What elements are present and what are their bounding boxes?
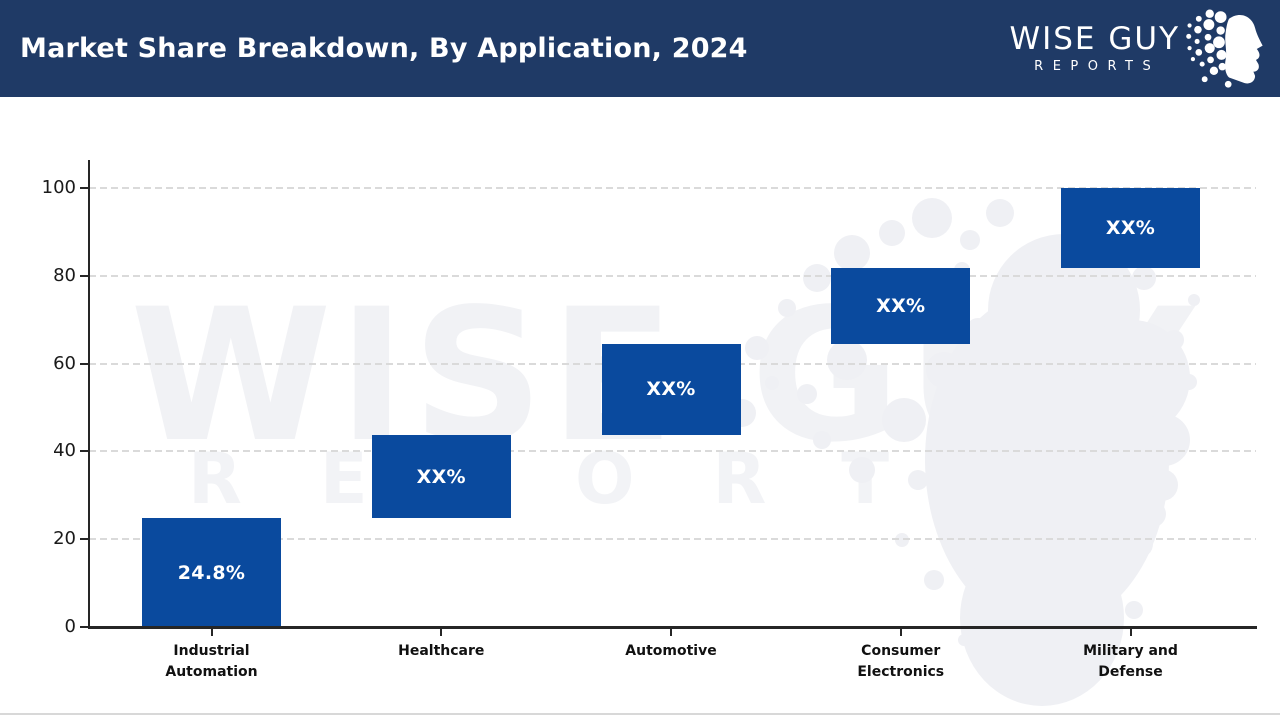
x-tick-mark — [899, 629, 902, 636]
x-tick-mark — [440, 629, 443, 636]
bar-segment: XX% — [831, 267, 971, 344]
header-bar: Market Share Breakdown, By Application, … — [0, 0, 1280, 97]
category-label: Consumer Electronics — [857, 643, 945, 680]
wiseguy-logo: WISE GUY REPORTS — [1009, 7, 1266, 91]
x-axis-line — [88, 626, 1257, 629]
watermark-head-icon — [728, 198, 1200, 706]
gridline — [89, 187, 1256, 189]
y-tick-mark — [80, 362, 89, 365]
y-tick-label: 40 — [53, 440, 76, 462]
wiseguy-head-icon — [1186, 9, 1263, 88]
logo-subtitle: REPORTS — [1034, 58, 1161, 74]
logo-name: WISE GUY — [1009, 21, 1180, 58]
y-tick-mark — [80, 187, 89, 189]
category-label: Automotive — [625, 643, 717, 659]
bar-value-label: XX% — [876, 294, 926, 317]
footer-divider — [0, 713, 1280, 715]
gridline — [89, 450, 1256, 453]
y-tick-mark — [80, 274, 89, 277]
category-label: Healthcare — [398, 643, 485, 659]
logo-text: WISE GUY REPORTS — [1009, 23, 1180, 74]
y-tick-mark — [80, 538, 89, 541]
bar-value-label: XX% — [1105, 216, 1156, 239]
page-title: Market Share Breakdown, By Application, … — [20, 33, 748, 64]
bar-value-label: 24.8% — [177, 561, 246, 584]
x-tick-mark — [1129, 629, 1132, 636]
y-axis-line — [88, 160, 90, 629]
gridline — [89, 274, 1256, 277]
y-tick-mark — [80, 450, 89, 453]
bar-value-label: XX% — [416, 465, 466, 488]
bar-segment: 24.8% — [142, 518, 281, 627]
bar-segment: XX% — [371, 435, 511, 519]
gridline — [89, 538, 1256, 541]
bar-segment: XX% — [601, 343, 741, 436]
category-label: Military and Defense — [1083, 643, 1178, 680]
category-label: Industrial Automation — [165, 643, 258, 680]
x-tick-mark — [670, 629, 672, 636]
y-tick-label: 60 — [53, 352, 76, 374]
y-tick-label: 20 — [53, 528, 76, 550]
y-tick-label: 100 — [41, 177, 76, 198]
y-tick-label: 80 — [53, 264, 76, 286]
y-tick-label: 0 — [64, 616, 76, 637]
bar-value-label: XX% — [646, 378, 696, 401]
x-tick-mark — [210, 629, 213, 636]
bar-segment: XX% — [1061, 188, 1200, 268]
y-tick-mark — [80, 626, 89, 628]
